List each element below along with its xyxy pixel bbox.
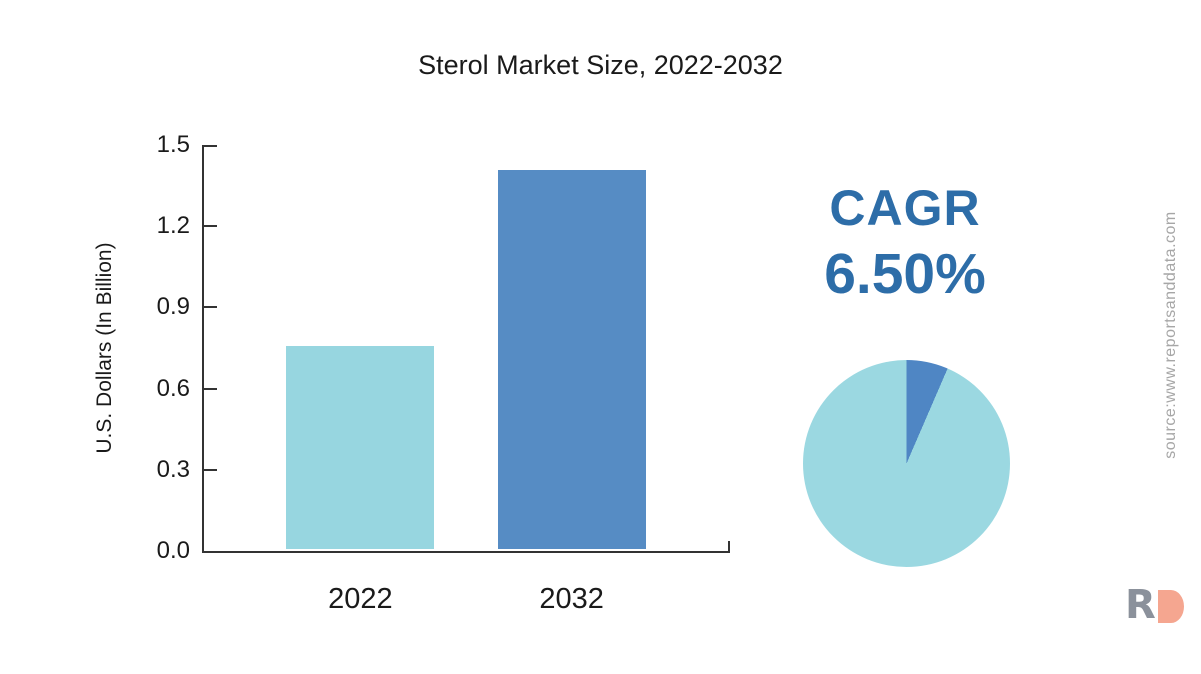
logo-letter-r: R <box>1125 582 1156 628</box>
y-tick-label: 1.2 <box>156 212 190 240</box>
y-tick-label: 0.0 <box>156 537 190 564</box>
bar-2032 <box>497 170 646 549</box>
y-tick-mark <box>204 225 217 228</box>
cagr-label: CAGR <box>829 180 981 236</box>
source-watermark: source:www.reportsanddata.com <box>1162 211 1179 459</box>
x-axis-endcap <box>728 541 730 551</box>
y-axis-label: U.S. Dollars (In Billion) <box>93 242 116 454</box>
y-tick-label: 0.3 <box>156 455 190 483</box>
brand-logo: R <box>1125 582 1201 632</box>
y-tick-label: 0.6 <box>156 374 190 402</box>
cagr-block: CAGR 6.50% <box>775 180 1035 307</box>
x-tick-label-2032: 2032 <box>539 583 604 615</box>
y-tick-mark <box>204 145 217 147</box>
logo-d-shape <box>1158 590 1184 623</box>
y-tick-label: 1.5 <box>156 131 190 158</box>
bar-2022 <box>286 346 435 549</box>
chart-title: Sterol Market Size, 2022-2032 <box>418 50 783 80</box>
bar-plot-area: 0.0 0.3 0.6 0.9 1.2 1.5 2022 2032 <box>157 133 730 615</box>
y-tick-label: 0.9 <box>156 293 190 321</box>
y-tick-mark <box>204 306 217 309</box>
x-tick-label-2022: 2022 <box>328 583 393 615</box>
y-tick-mark <box>204 387 217 390</box>
y-tick-mark <box>204 468 217 471</box>
pie-chart <box>803 360 1010 567</box>
y-axis-line <box>202 145 204 553</box>
cagr-value: 6.50% <box>824 241 986 306</box>
x-axis-line <box>202 551 730 553</box>
